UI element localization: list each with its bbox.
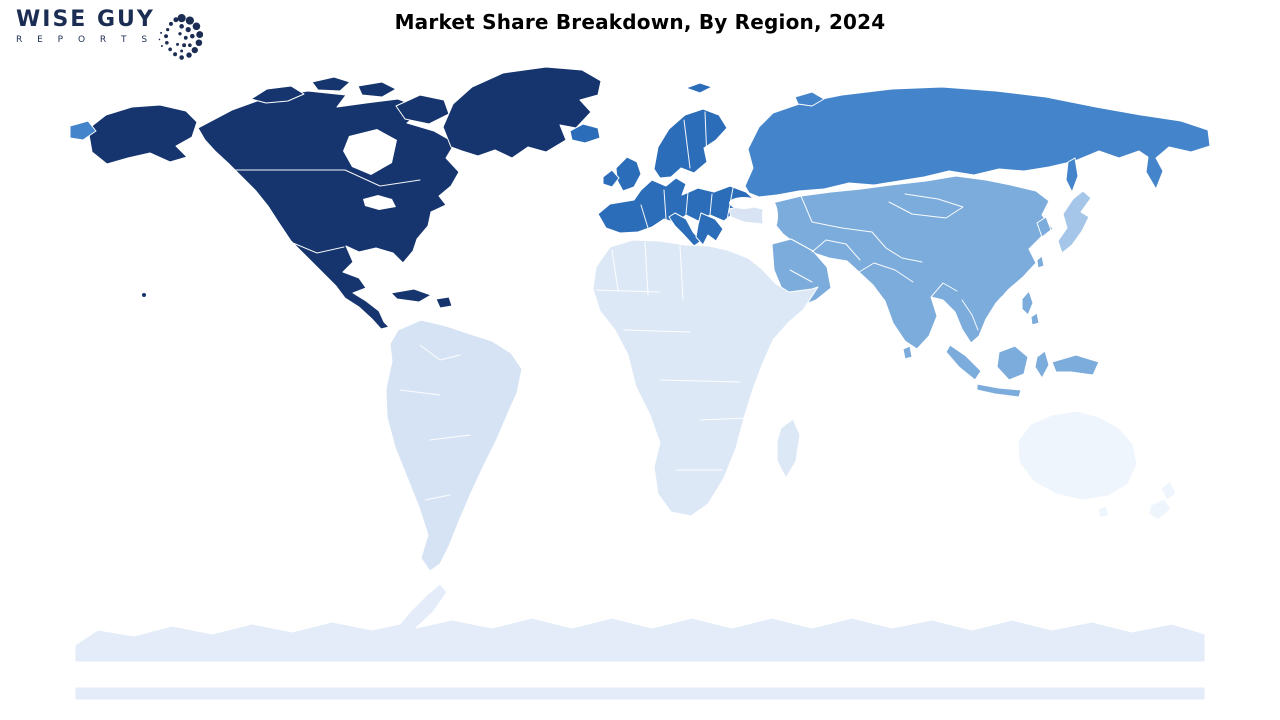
region-asia-pacific — [765, 175, 1100, 398]
cuba — [390, 288, 432, 303]
arctic-island-3 — [357, 81, 397, 98]
region-europe — [569, 82, 758, 247]
logo-brand-name: WISE GUY — [16, 7, 155, 32]
hawaii — [142, 293, 146, 297]
svalbard — [685, 82, 713, 94]
antarctica-mainland — [74, 583, 1206, 663]
russia-mainland — [744, 86, 1211, 198]
australia — [1017, 410, 1138, 501]
hainan — [998, 290, 1004, 296]
sumatra — [945, 344, 982, 381]
new-guinea — [1051, 354, 1100, 376]
united-kingdom — [615, 156, 642, 192]
region-south-america — [385, 319, 523, 572]
region-russia — [69, 86, 1211, 198]
sulawesi — [1034, 350, 1050, 379]
new-zealand-north — [1160, 480, 1177, 501]
wise-guy-reports-logo: WISE GUY R E P O R T S — [16, 7, 203, 65]
new-zealand-south — [1148, 498, 1172, 521]
sri-lanka — [902, 345, 913, 360]
philippines-north — [1021, 290, 1034, 316]
asia-mainland — [765, 175, 1054, 350]
borneo — [996, 345, 1029, 381]
region-africa — [592, 239, 819, 517]
europe-mainland — [597, 177, 758, 234]
region-oceania — [1017, 410, 1177, 521]
black-sea — [729, 197, 759, 209]
iceland — [569, 123, 601, 144]
sakhalin — [1065, 157, 1079, 193]
philippines-south — [1030, 312, 1040, 326]
south-america-mainland — [385, 319, 523, 572]
great-lakes — [363, 195, 396, 210]
arctic-island-2 — [311, 76, 351, 92]
java — [976, 383, 1022, 398]
country-borders — [205, 111, 979, 501]
dotted-head-icon — [158, 14, 203, 60]
hudson-bay — [343, 129, 397, 175]
japan — [1057, 190, 1092, 254]
region-antarctica — [74, 583, 1206, 701]
logo-brand-subtitle: R E P O R T S — [16, 35, 154, 46]
chart-title: Market Share Breakdown, By Region, 2024 — [394, 10, 886, 34]
logo-wordmark: WISE GUY R E P O R T S — [16, 7, 155, 46]
tasmania — [1097, 505, 1110, 519]
antarctica-bottom-strip — [74, 686, 1206, 701]
ireland — [602, 169, 620, 188]
caspian-sea — [762, 199, 778, 233]
region-north-america — [87, 66, 602, 359]
hispaniola — [435, 296, 453, 309]
africa-mainland — [592, 239, 819, 517]
greenland — [442, 66, 602, 159]
madagascar — [776, 418, 801, 479]
country-alaska — [87, 104, 198, 165]
korea — [1036, 216, 1052, 238]
arctic-island-1 — [250, 85, 305, 104]
taiwan — [1036, 255, 1045, 269]
novaya-zemlya — [794, 91, 825, 107]
scandinavia — [653, 108, 728, 179]
chukotka-wrap — [69, 120, 97, 141]
balkans-greece — [695, 212, 724, 246]
